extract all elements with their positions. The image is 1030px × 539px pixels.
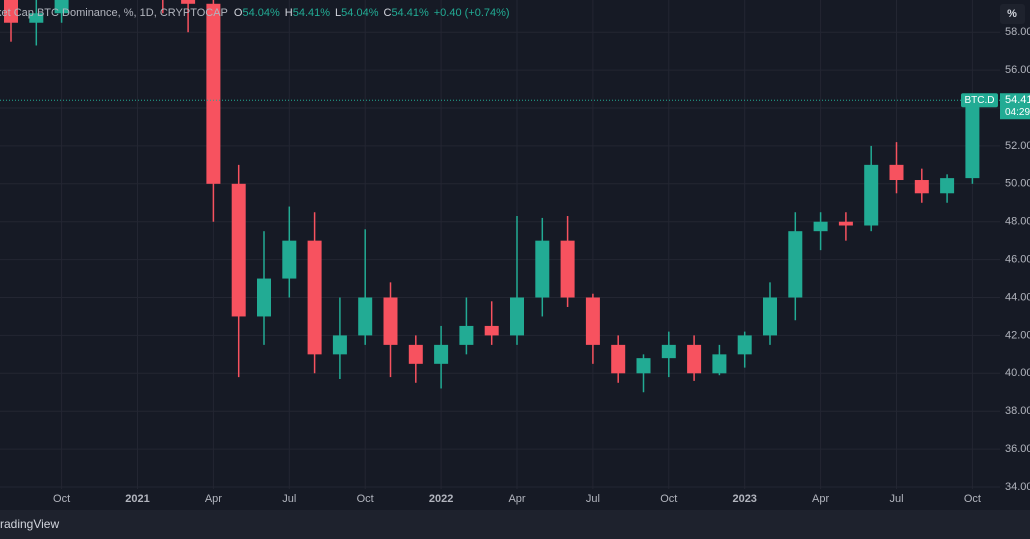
header: ket Cap BTC Dominance, %, 1D, CRYPTOCAP …: [0, 7, 510, 19]
candle-body: [408, 344, 423, 364]
candle-body: [864, 164, 879, 226]
y-tick-label: 44.00: [1005, 291, 1030, 303]
candle-body: [788, 231, 803, 298]
ohlc-key: L: [335, 7, 341, 19]
candle-body: [54, 0, 69, 14]
candle-body: [965, 100, 980, 179]
candle-body: [611, 344, 626, 374]
candle-body: [687, 344, 702, 374]
candle-body: [661, 344, 676, 359]
candle-body: [206, 3, 221, 184]
x-tick-label: 2022: [429, 493, 453, 505]
candle-body: [383, 297, 398, 345]
y-tick-label: 38.00: [1005, 405, 1030, 417]
candle-body: [307, 240, 322, 355]
x-tick-label: Jul: [282, 493, 296, 505]
scale-button-label[interactable]: %: [1007, 8, 1017, 20]
price-label: 54.41: [1005, 94, 1030, 106]
x-tick-label: Oct: [53, 493, 70, 505]
y-tick-label: 34.00: [1005, 481, 1030, 493]
candle-body: [358, 297, 373, 336]
candle-body: [29, 13, 44, 23]
x-tick-label: Apr: [205, 493, 222, 505]
scale-button[interactable]: [1000, 4, 1025, 24]
y-tick-label: 40.00: [1005, 367, 1030, 379]
ohlc-key: C: [383, 7, 391, 19]
footer-bar: [0, 510, 1030, 539]
chart-title: ket Cap BTC Dominance, %, 1D, CRYPTOCAP: [0, 7, 228, 19]
y-tick-label: 42.00: [1005, 329, 1030, 341]
candle-body: [484, 325, 499, 336]
candle-body: [889, 164, 904, 181]
y-tick-label: 48.00: [1005, 216, 1030, 228]
candle-body: [510, 297, 524, 336]
candle-body: [434, 344, 449, 364]
candle-body: [535, 240, 550, 298]
y-tick-label: 46.00: [1005, 254, 1030, 266]
x-tick-label: Apr: [508, 493, 525, 505]
x-tick-label: Jul: [586, 493, 600, 505]
x-tick-label: Oct: [660, 493, 677, 505]
ohlc-value: 54.04%: [341, 7, 379, 19]
candle-body: [940, 178, 955, 194]
candle-body: [813, 221, 828, 232]
x-tick-label: Oct: [357, 493, 374, 505]
plot-area: [0, 0, 1000, 393]
ohlc-value: 54.41%: [293, 7, 331, 19]
y-tick-label: 50.00: [1005, 178, 1030, 190]
symbol-label: BTC.D: [965, 95, 995, 106]
x-tick-label: Apr: [812, 493, 829, 505]
candle-body: [459, 325, 474, 345]
ohlc-value: 54.41%: [391, 7, 429, 19]
y-tick-label: 56.00: [1005, 64, 1030, 76]
candle-body: [560, 240, 575, 298]
y-tick-label: 36.00: [1005, 443, 1030, 455]
ohlc-value: 54.04%: [242, 7, 280, 19]
ohlc-key: O: [234, 7, 243, 19]
candle-body: [332, 335, 347, 355]
x-tick-label: Jul: [889, 493, 903, 505]
candle-body: [231, 183, 246, 317]
candle-body: [838, 221, 853, 226]
price-tag: [1000, 93, 1030, 120]
x-tick-label: 2021: [125, 493, 149, 505]
candle-body: [257, 278, 271, 317]
countdown-label: 04:29: [1005, 107, 1030, 118]
footer-brand: radingView: [0, 517, 59, 531]
candle-body: [914, 180, 929, 194]
y-tick-label: 52.00: [1005, 140, 1030, 152]
candle-body: [636, 358, 651, 374]
candle-body: [282, 240, 297, 279]
ohlc-value: +0.40 (+0.74%): [434, 7, 510, 19]
x-tick-label: Oct: [964, 493, 981, 505]
candle-body: [737, 335, 752, 355]
candle-body: [763, 297, 777, 336]
candle-body: [181, 0, 196, 4]
ohlc-key: H: [285, 7, 293, 19]
x-tick-label: 2023: [732, 493, 756, 505]
y-tick-label: 58.00: [1005, 26, 1030, 38]
candle-body: [4, 0, 18, 23]
symbol-tag: [961, 93, 998, 108]
candle-body: [712, 354, 727, 374]
candle-body: [585, 297, 600, 345]
